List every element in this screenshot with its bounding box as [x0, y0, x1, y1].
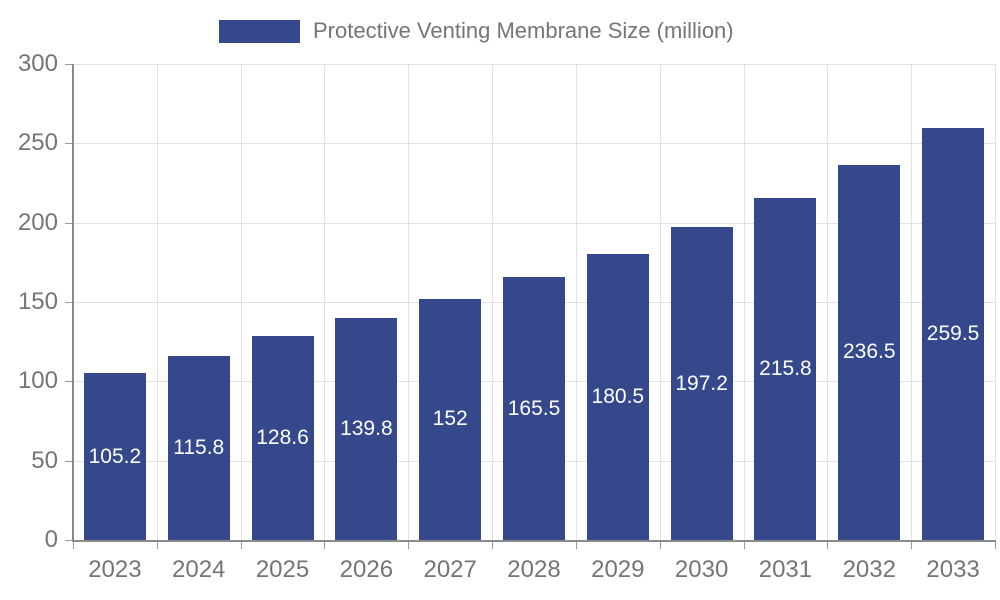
x-tick-mark — [408, 540, 410, 549]
x-axis-tick-label: 2025 — [255, 556, 310, 583]
y-axis-line — [72, 64, 74, 542]
x-axis-tick-label: 2031 — [758, 556, 813, 583]
x-axis-tick-label: 2026 — [339, 556, 394, 583]
v-gridline — [827, 64, 829, 540]
x-axis-tick-label: 2032 — [842, 556, 896, 583]
x-axis-tick-label: 2033 — [926, 556, 980, 583]
x-tick-mark — [827, 540, 829, 549]
h-gridline — [73, 64, 995, 65]
y-axis-tick-label: 200 — [17, 208, 58, 236]
v-gridline — [911, 64, 913, 540]
bar[interactable] — [83, 373, 146, 540]
v-gridline — [240, 64, 242, 540]
y-tick-mark — [65, 460, 73, 462]
y-axis-tick-label: 250 — [17, 129, 58, 157]
y-tick-mark — [65, 302, 73, 303]
h-gridline — [73, 222, 995, 224]
y-axis-tick-label: 0 — [44, 526, 58, 553]
bar[interactable] — [838, 164, 901, 540]
y-axis-tick-label: 300 — [17, 50, 58, 77]
bar[interactable] — [167, 356, 230, 540]
bar[interactable] — [754, 197, 817, 540]
v-gridline — [156, 64, 158, 540]
y-axis-tick-label: 100 — [17, 367, 58, 395]
x-tick-mark — [911, 540, 913, 549]
legend-item[interactable]: Protective Venting Membrane Size (millio… — [219, 18, 734, 44]
v-gridline — [492, 64, 494, 540]
y-tick-mark — [65, 64, 73, 65]
y-tick-mark — [65, 381, 73, 383]
bar[interactable] — [922, 128, 985, 540]
v-gridline — [995, 64, 996, 540]
x-axis-tick-label: 2027 — [423, 556, 477, 583]
x-axis-tick-label: 2024 — [172, 556, 226, 583]
x-tick-mark — [156, 540, 158, 549]
legend-label: Protective Venting Membrane Size (millio… — [313, 18, 734, 43]
x-axis-tick-label: 2023 — [88, 556, 142, 583]
bar[interactable] — [586, 253, 649, 540]
bar[interactable] — [251, 335, 314, 540]
v-gridline — [408, 64, 410, 540]
x-tick-mark — [995, 540, 996, 549]
bar[interactable] — [670, 227, 733, 540]
y-tick-mark — [65, 540, 73, 541]
y-axis-tick-label: 150 — [17, 288, 58, 315]
y-tick-mark — [65, 222, 73, 224]
x-axis-tick-label: 2030 — [674, 556, 729, 583]
legend-swatch — [219, 19, 300, 43]
x-tick-mark — [575, 540, 577, 549]
v-gridline — [743, 64, 745, 540]
x-tick-mark — [73, 540, 74, 549]
bar[interactable] — [503, 277, 565, 540]
bar[interactable] — [335, 318, 398, 540]
y-axis-tick-label: 50 — [31, 446, 58, 474]
bar[interactable] — [419, 298, 482, 540]
x-tick-mark — [240, 540, 242, 549]
x-axis-line — [72, 540, 996, 542]
v-gridline — [659, 64, 661, 540]
x-axis-tick-label: 2028 — [507, 556, 561, 583]
y-tick-mark — [65, 143, 73, 145]
v-gridline — [324, 64, 326, 540]
x-tick-mark — [324, 540, 326, 549]
x-tick-mark — [659, 540, 661, 549]
x-axis-tick-label: 2029 — [591, 556, 645, 583]
v-gridline — [575, 64, 577, 540]
x-tick-mark — [492, 540, 494, 549]
h-gridline — [73, 143, 995, 145]
x-tick-mark — [743, 540, 745, 549]
